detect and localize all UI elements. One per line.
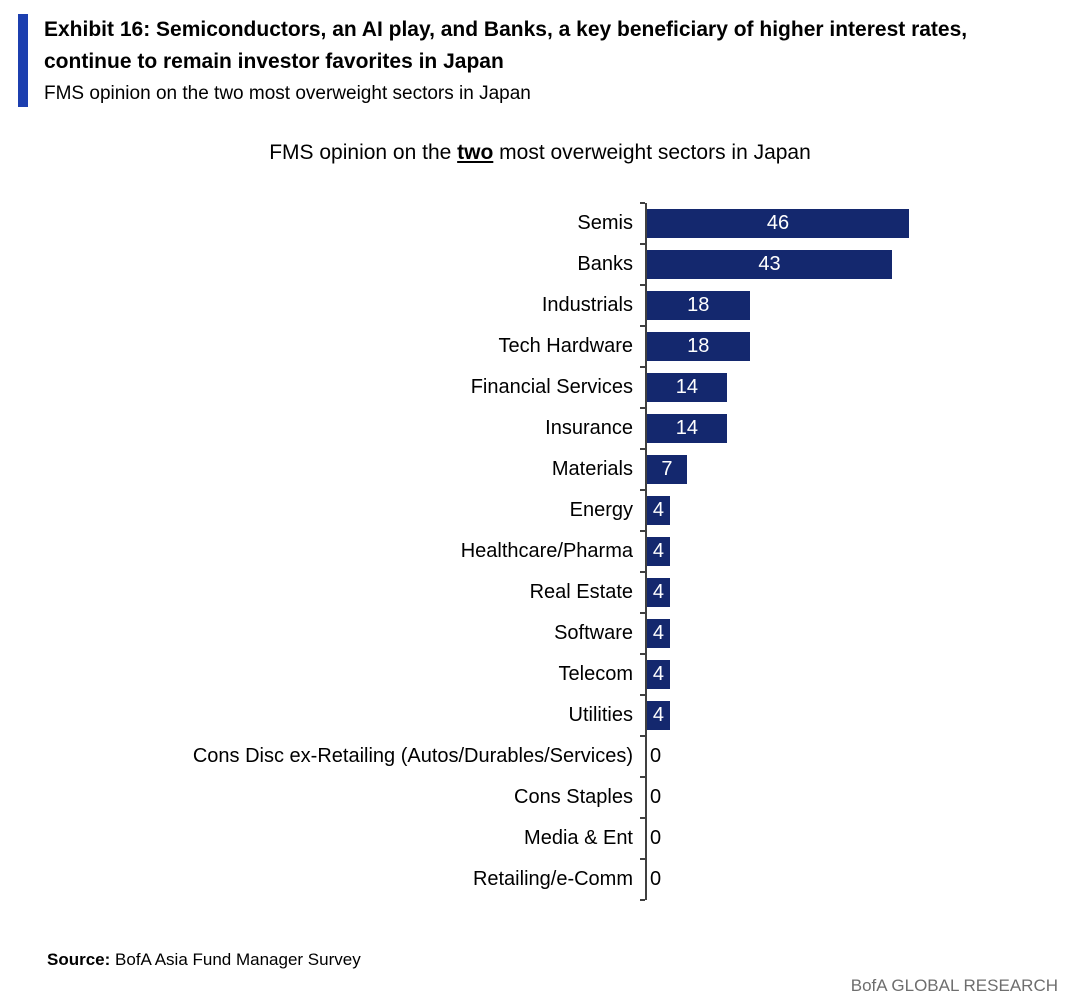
- category-label: Media & Ent: [524, 826, 633, 849]
- bar: 4: [647, 618, 670, 648]
- category-label: Healthcare/Pharma: [460, 539, 633, 562]
- value-label: 14: [675, 417, 698, 440]
- value-label: 4: [652, 581, 664, 604]
- category-label: Retailing/e-Comm: [472, 867, 633, 890]
- category-label: Software: [554, 621, 633, 644]
- chart-row: Cons Disc ex-Retailing (Autos/Durables/S…: [0, 734, 1080, 777]
- value-label: 0: [650, 745, 662, 768]
- bar-area: 0: [640, 816, 1080, 859]
- chart-title-suffix: most overweight sectors in Japan: [493, 140, 811, 164]
- chart-row: Semis 46: [0, 201, 1080, 244]
- bar-area: 7: [640, 447, 1080, 490]
- chart-rows: Semis 46 Banks 43 Industrials 18 Tech Hardware…: [0, 201, 1080, 901]
- category-label: Tech Hardware: [498, 334, 633, 357]
- value-label: 4: [652, 540, 664, 563]
- category-label: Banks: [577, 252, 633, 275]
- chart-row: Utilities 4: [0, 693, 1080, 736]
- value-label: 0: [650, 868, 662, 891]
- category-label: Materials: [551, 457, 633, 480]
- category-label: Cons Staples: [514, 785, 633, 808]
- category-label: Financial Services: [470, 375, 633, 398]
- source-line: Source: BofA Asia Fund Manager Survey: [47, 950, 361, 970]
- bar: 18: [647, 290, 750, 320]
- source-label: Source:: [47, 950, 111, 969]
- chart-row: Financial Services 14: [0, 365, 1080, 408]
- chart-row: Healthcare/Pharma 4: [0, 529, 1080, 572]
- bar: 7: [647, 454, 687, 484]
- value-label: 46: [766, 212, 790, 235]
- bar-area: 18: [640, 283, 1080, 326]
- value-label: 43: [758, 253, 781, 276]
- value-label: 4: [652, 499, 664, 522]
- bar: 18: [647, 331, 750, 361]
- chart-row: Telecom 4: [0, 652, 1080, 695]
- chart-row: Industrials 18: [0, 283, 1080, 326]
- bar-chart: Semis 46 Banks 43 Industrials 18 Tech Hardware…: [0, 201, 1080, 901]
- bar: 46: [647, 208, 909, 238]
- bar-area: 18: [640, 324, 1080, 367]
- value-label: 0: [650, 827, 662, 850]
- chart-row: Materials 7: [0, 447, 1080, 490]
- bar-area: 4: [640, 488, 1080, 531]
- bar: 4: [647, 659, 670, 689]
- accent-bar: [18, 14, 28, 107]
- bar-area: 14: [640, 406, 1080, 449]
- bar-area: 4: [640, 611, 1080, 654]
- bar-area: 0: [640, 857, 1080, 901]
- chart-row: Retailing/e-Comm 0: [0, 857, 1080, 901]
- bar-area: 4: [640, 693, 1080, 736]
- value-label: 4: [652, 704, 664, 727]
- category-label: Utilities: [568, 703, 633, 726]
- bar: 4: [647, 577, 670, 607]
- chart-row: Software 4: [0, 611, 1080, 654]
- bar: 4: [647, 700, 670, 730]
- bar: 14: [647, 413, 727, 443]
- bar-area: 0: [640, 775, 1080, 818]
- chart-title: FMS opinion on the two most overweight s…: [0, 141, 1080, 165]
- category-label: Industrials: [541, 293, 633, 316]
- chart-row: Tech Hardware 18: [0, 324, 1080, 367]
- bar-area: 4: [640, 652, 1080, 695]
- branding-text: BofA GLOBAL RESEARCH: [850, 976, 1058, 995]
- exhibit-header: Exhibit 16: Semiconductors, an AI play, …: [0, 0, 1080, 107]
- category-label: Energy: [569, 498, 633, 521]
- value-label: 18: [687, 335, 710, 358]
- chart-row: Energy 4: [0, 488, 1080, 531]
- bar-area: 46: [640, 201, 1080, 244]
- chart-row: Insurance 14: [0, 406, 1080, 449]
- bar-area: 14: [640, 365, 1080, 408]
- chart-row: Real Estate 4: [0, 570, 1080, 613]
- bar: 43: [647, 249, 892, 279]
- value-label: 0: [650, 786, 662, 809]
- category-label: Insurance: [545, 416, 633, 439]
- chart-row: Banks 43: [0, 242, 1080, 285]
- bar-area: 0: [640, 734, 1080, 777]
- exhibit-title: Exhibit 16: Semiconductors, an AI play, …: [44, 18, 968, 73]
- source-text: BofA Asia Fund Manager Survey: [110, 950, 361, 969]
- value-label: 18: [687, 294, 710, 317]
- category-label: Telecom: [558, 662, 633, 685]
- chart-row: Cons Staples 0: [0, 775, 1080, 818]
- category-label: Real Estate: [529, 580, 633, 603]
- bar-area: 4: [640, 570, 1080, 613]
- chart-row: Media & Ent 0: [0, 816, 1080, 859]
- chart-title-prefix: FMS opinion on the: [269, 140, 458, 164]
- bar-area: 43: [640, 242, 1080, 285]
- bar: 14: [647, 372, 727, 402]
- value-label: 7: [661, 458, 673, 481]
- bar-area: 4: [640, 529, 1080, 572]
- value-label: 14: [675, 376, 698, 399]
- chart-title-emphasis: two: [457, 140, 494, 164]
- category-label: Semis: [577, 211, 633, 234]
- bar: 4: [647, 536, 670, 566]
- value-label: 4: [652, 663, 664, 686]
- exhibit-subtitle: FMS opinion on the two most overweight s…: [44, 83, 531, 104]
- category-label: Cons Disc ex-Retailing (Autos/Durables/S…: [192, 744, 633, 767]
- value-label: 4: [652, 622, 664, 645]
- bar: 4: [647, 495, 670, 525]
- header-text: Exhibit 16: Semiconductors, an AI play, …: [44, 14, 1056, 107]
